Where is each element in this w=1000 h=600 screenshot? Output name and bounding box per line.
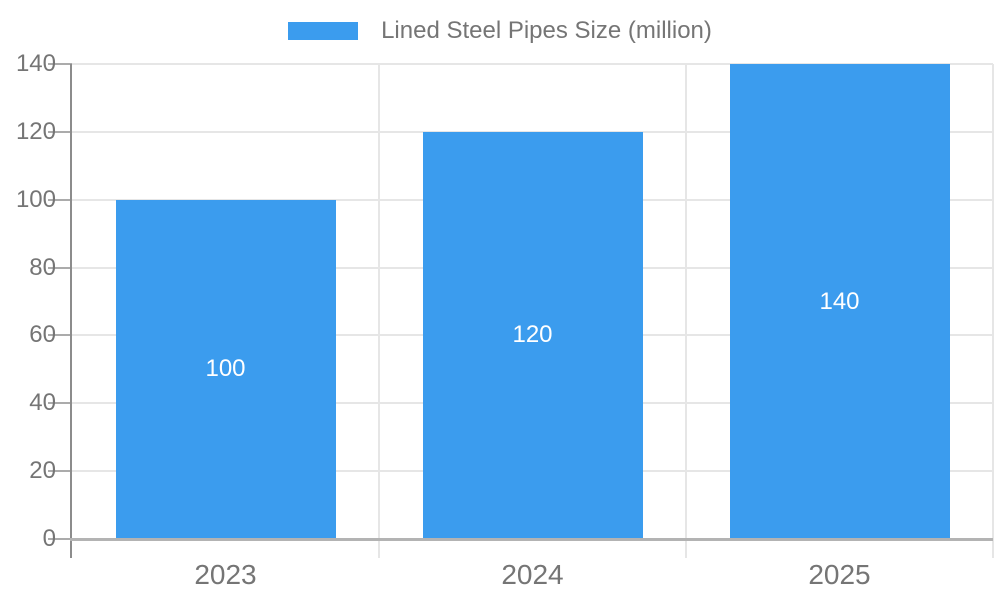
bar-2023[interactable]: 100 bbox=[115, 199, 336, 539]
y-axis-tick bbox=[48, 402, 72, 405]
y-axis-label: 120 bbox=[15, 117, 56, 145]
y-axis-tick bbox=[48, 198, 72, 201]
y-axis-tick bbox=[48, 130, 72, 133]
y-axis-label: 40 bbox=[29, 389, 56, 417]
category-boundary-line bbox=[685, 64, 687, 558]
bar-2024[interactable]: 120 bbox=[422, 131, 643, 539]
x-axis-label-2025: 2025 bbox=[808, 559, 871, 590]
chart-legend[interactable]: Lined Steel Pipes Size (million) bbox=[0, 17, 1000, 45]
legend-swatch-icon bbox=[288, 22, 359, 40]
y-axis-tick bbox=[48, 538, 72, 540]
bar-value-label: 120 bbox=[512, 321, 553, 349]
y-axis-tick bbox=[48, 334, 72, 337]
x-axis-label-2024: 2024 bbox=[501, 559, 564, 590]
bar-value-label: 100 bbox=[205, 355, 246, 383]
y-axis-label: 100 bbox=[15, 185, 56, 213]
y-axis-label: 0 bbox=[42, 525, 56, 552]
y-axis-label: 60 bbox=[29, 321, 56, 349]
gridline-y-140 bbox=[72, 63, 993, 65]
legend-label: Lined Steel Pipes Size (million) bbox=[381, 17, 712, 44]
y-axis-tick bbox=[48, 266, 72, 269]
y-axis-label: 20 bbox=[29, 457, 56, 485]
bar-2025[interactable]: 140 bbox=[729, 64, 950, 539]
y-axis-tick bbox=[48, 470, 72, 473]
y-axis-label: 80 bbox=[29, 253, 56, 281]
category-boundary-line bbox=[992, 64, 994, 558]
y-axis-tick bbox=[48, 63, 72, 65]
category-boundary-line bbox=[378, 64, 380, 558]
x-axis-label-2023: 2023 bbox=[194, 559, 257, 590]
bar-value-label: 140 bbox=[819, 287, 860, 315]
x-axis-line bbox=[70, 538, 993, 541]
y-axis-line bbox=[70, 64, 72, 558]
y-axis-label: 140 bbox=[15, 50, 56, 77]
